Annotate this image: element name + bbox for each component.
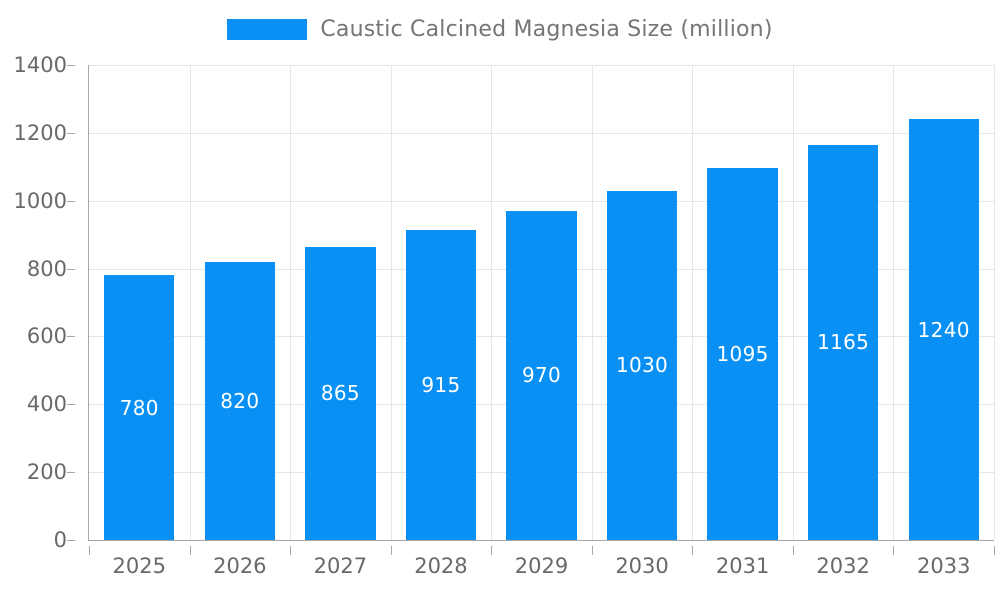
x-tick-label: 2032 xyxy=(816,554,870,578)
y-axis-tick xyxy=(67,404,75,406)
y-axis-tick xyxy=(67,268,75,270)
legend-item-series[interactable]: Caustic Calcined Magnesia Size (million) xyxy=(227,17,772,42)
x-tick-label: 2030 xyxy=(615,554,669,578)
gridline-vertical xyxy=(189,65,191,540)
x-axis-tick xyxy=(290,546,292,555)
y-axis-tick xyxy=(67,540,75,541)
gridline-vertical xyxy=(491,65,493,540)
bar-2029[interactable]: 970 xyxy=(506,210,577,540)
bar-2027[interactable]: 865 xyxy=(305,246,376,540)
bar-2030[interactable]: 1030 xyxy=(606,190,678,540)
x-tick-label: 2025 xyxy=(112,554,166,578)
plot-area: 0 200 400 600 800 1000 1200 1400 2025 2026 2027 202… xyxy=(14,53,995,578)
x-tick-label: 2027 xyxy=(313,554,368,578)
y-tick-label: 800 xyxy=(26,256,67,281)
y-axis-tick xyxy=(67,65,75,66)
y-tick-label: 200 xyxy=(26,460,67,485)
gridline-vertical xyxy=(893,65,895,540)
x-axis-tick xyxy=(591,546,593,555)
y-tick-label: 1000 xyxy=(13,188,67,213)
bar-2033[interactable]: 1240 xyxy=(908,119,979,540)
x-axis-tick xyxy=(189,546,191,555)
y-axis-tick xyxy=(67,200,75,202)
bar-value-label: 780 xyxy=(119,395,159,420)
y-tick-label: 0 xyxy=(53,528,67,552)
bar-2032[interactable]: 1165 xyxy=(807,144,879,540)
bar-2028[interactable]: 915 xyxy=(405,229,477,540)
x-axis-tick xyxy=(89,546,90,555)
bar-value-label: 1165 xyxy=(817,330,870,355)
y-tick-label: 1400 xyxy=(13,53,67,77)
bar-2025[interactable]: 780 xyxy=(104,275,175,540)
gridline-vertical xyxy=(792,65,794,540)
x-axis-tick xyxy=(390,546,392,555)
x-tick-label: 2031 xyxy=(715,554,770,578)
x-tick-label: 2029 xyxy=(514,554,569,578)
y-tick-label: 1200 xyxy=(13,120,67,145)
x-axis-tick xyxy=(491,546,493,555)
bar-value-label: 865 xyxy=(320,381,360,406)
x-tick-label: 2033 xyxy=(916,554,971,578)
gridline-horizontal xyxy=(89,65,994,66)
bar-value-label: 1030 xyxy=(615,353,669,378)
gridline-vertical xyxy=(994,65,995,540)
bar-2026[interactable]: 820 xyxy=(204,261,275,540)
bar-value-label: 970 xyxy=(521,363,562,388)
y-axis-tick xyxy=(67,472,75,474)
y-axis-tick xyxy=(67,132,75,134)
legend-swatch-icon xyxy=(227,19,308,40)
gridline-horizontal xyxy=(89,200,994,202)
y-axis-tick xyxy=(67,336,75,338)
y-tick-label: 400 xyxy=(26,392,67,417)
x-axis-tick xyxy=(792,546,794,555)
x-tick-label: 2028 xyxy=(414,554,468,578)
gridline-horizontal xyxy=(89,132,994,134)
gridline-vertical xyxy=(290,65,292,540)
x-axis-tick xyxy=(994,546,995,555)
bar-value-label: 1095 xyxy=(716,342,769,367)
x-tick-label: 2026 xyxy=(213,554,267,578)
legend: Caustic Calcined Magnesia Size (million) xyxy=(0,17,1000,42)
gridline-vertical xyxy=(692,65,694,540)
x-axis-tick xyxy=(893,546,895,555)
y-tick-label: 600 xyxy=(26,324,67,349)
bar-2031[interactable]: 1095 xyxy=(707,168,778,540)
x-axis-tick xyxy=(692,546,694,555)
bar-value-label: 820 xyxy=(220,388,260,413)
bar-value-label: 915 xyxy=(421,372,461,397)
bar-value-label: 1240 xyxy=(917,317,970,342)
gridline-vertical xyxy=(390,65,392,540)
legend-label: Caustic Calcined Magnesia Size (million) xyxy=(320,17,773,42)
gridline-vertical xyxy=(591,65,593,540)
